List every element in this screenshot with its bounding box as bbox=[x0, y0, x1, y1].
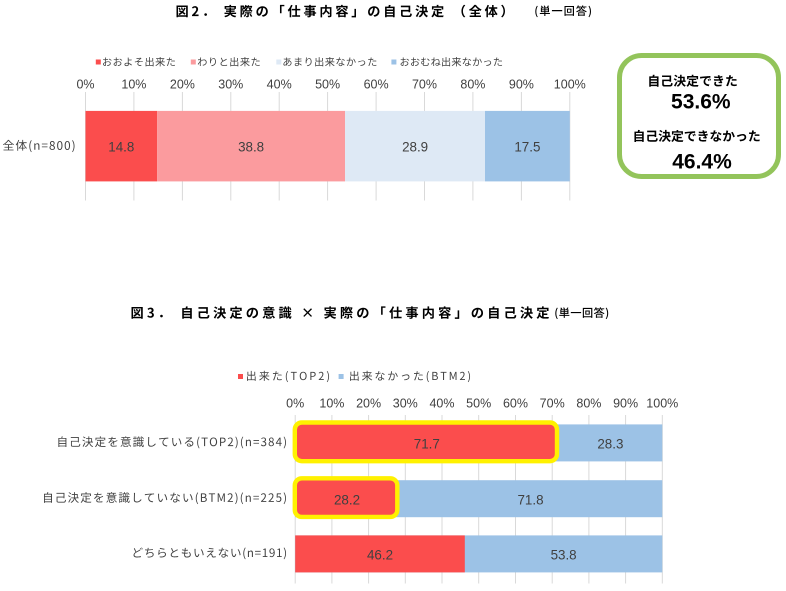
svg-text:60%: 60% bbox=[364, 78, 389, 92]
svg-text:71.7: 71.7 bbox=[414, 437, 440, 452]
svg-text:0%: 0% bbox=[76, 78, 94, 92]
svg-text:40%: 40% bbox=[429, 397, 454, 411]
svg-text:46.2: 46.2 bbox=[367, 548, 393, 563]
svg-text:53.8: 53.8 bbox=[551, 548, 577, 563]
svg-text:90%: 90% bbox=[613, 397, 638, 411]
svg-text:50%: 50% bbox=[466, 397, 491, 411]
svg-text:53.6%: 53.6% bbox=[671, 91, 731, 114]
svg-text:90%: 90% bbox=[509, 78, 534, 92]
svg-text:70%: 70% bbox=[412, 78, 437, 92]
svg-text:0%: 0% bbox=[286, 397, 304, 411]
svg-text:20%: 20% bbox=[356, 397, 381, 411]
svg-text:17.5: 17.5 bbox=[514, 140, 540, 155]
svg-text:14.8: 14.8 bbox=[108, 140, 134, 155]
svg-text:40%: 40% bbox=[267, 78, 292, 92]
svg-text:28.3: 28.3 bbox=[597, 437, 623, 452]
svg-text:28.2: 28.2 bbox=[334, 492, 360, 507]
svg-text:30%: 30% bbox=[218, 78, 243, 92]
svg-text:60%: 60% bbox=[503, 397, 528, 411]
svg-text:28.9: 28.9 bbox=[402, 140, 428, 155]
svg-text:71.8: 71.8 bbox=[517, 492, 543, 507]
svg-text:10%: 10% bbox=[121, 78, 146, 92]
svg-text:100%: 100% bbox=[554, 78, 586, 92]
svg-text:46.4%: 46.4% bbox=[672, 151, 732, 174]
svg-text:50%: 50% bbox=[315, 78, 340, 92]
svg-text:70%: 70% bbox=[540, 397, 565, 411]
svg-text:30%: 30% bbox=[393, 397, 418, 411]
svg-text:38.8: 38.8 bbox=[238, 140, 264, 155]
svg-text:20%: 20% bbox=[170, 78, 195, 92]
svg-text:80%: 80% bbox=[576, 397, 601, 411]
svg-text:10%: 10% bbox=[319, 397, 344, 411]
svg-text:80%: 80% bbox=[460, 78, 485, 92]
svg-text:100%: 100% bbox=[646, 397, 678, 411]
